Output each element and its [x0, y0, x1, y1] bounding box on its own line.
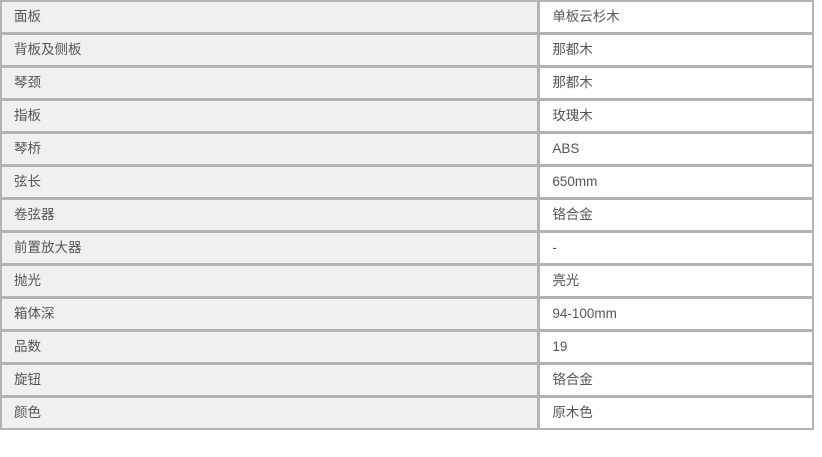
spec-value-text: -	[552, 240, 557, 255]
spec-label-text: 旋钮	[14, 372, 41, 387]
specification-table: 面板 单板云杉木 背板及侧板 那都木 琴颈 那都木 指板 玫瑰木 琴桥 ABS 弦长 650mm 卷弦器…	[0, 0, 814, 430]
spec-label-text: 琴桥	[14, 141, 41, 156]
table-row: 弦长 650mm	[0, 166, 814, 199]
spec-value-cell: ABS	[539, 133, 814, 166]
spec-value-cell: 94-100mm	[539, 298, 814, 331]
spec-value-cell: 亮光	[539, 265, 814, 298]
spec-label-cell: 琴桥	[0, 133, 540, 166]
spec-value-cell: 玫瑰木	[539, 100, 814, 133]
spec-label-text: 品数	[14, 339, 41, 354]
spec-value-text: 原木色	[552, 405, 593, 420]
spec-label-cell: 面板	[0, 0, 540, 34]
spec-value-cell: 铬合金	[539, 199, 814, 232]
spec-label-cell: 背板及侧板	[0, 34, 540, 67]
spec-value-cell: 原木色	[539, 397, 814, 430]
spec-value-text: ABS	[552, 141, 580, 156]
spec-value-text: 那都木	[552, 42, 593, 57]
spec-value-text: 铬合金	[552, 207, 593, 222]
table-row: 旋钮 铬合金	[0, 364, 814, 397]
spec-value-cell: 19	[539, 331, 814, 364]
spec-value-cell: 650mm	[539, 166, 814, 199]
spec-label-text: 箱体深	[14, 306, 55, 321]
spec-label-text: 抛光	[14, 273, 41, 288]
spec-label-cell: 前置放大器	[0, 232, 540, 265]
spec-value-text: 那都木	[552, 75, 593, 90]
table-row: 前置放大器 -	[0, 232, 814, 265]
spec-label-text: 面板	[14, 9, 41, 24]
spec-value-text: 19	[552, 339, 568, 354]
spec-value-cell: -	[539, 232, 814, 265]
spec-label-text: 弦长	[14, 174, 41, 189]
spec-value-text: 650mm	[552, 174, 598, 189]
spec-label-cell: 琴颈	[0, 67, 540, 100]
spec-value-cell: 铬合金	[539, 364, 814, 397]
spec-label-text: 琴颈	[14, 75, 41, 90]
table-row: 抛光 亮光	[0, 265, 814, 298]
table-row: 琴颈 那都木	[0, 67, 814, 100]
spec-label-cell: 颜色	[0, 397, 540, 430]
spec-label-text: 指板	[14, 108, 41, 123]
table-row: 背板及侧板 那都木	[0, 34, 814, 67]
spec-value-cell: 单板云杉木	[539, 0, 814, 34]
table-row: 指板 玫瑰木	[0, 100, 814, 133]
specification-table-body: 面板 单板云杉木 背板及侧板 那都木 琴颈 那都木 指板 玫瑰木 琴桥 ABS 弦长 650mm 卷弦器…	[0, 0, 814, 430]
table-row: 品数 19	[0, 331, 814, 364]
spec-label-cell: 品数	[0, 331, 540, 364]
spec-value-text: 单板云杉木	[552, 9, 620, 24]
table-row: 箱体深 94-100mm	[0, 298, 814, 331]
table-row: 卷弦器 铬合金	[0, 199, 814, 232]
spec-value-cell: 那都木	[539, 67, 814, 100]
spec-label-cell: 抛光	[0, 265, 540, 298]
spec-label-cell: 旋钮	[0, 364, 540, 397]
spec-value-text: 亮光	[552, 273, 580, 288]
spec-label-cell: 指板	[0, 100, 540, 133]
table-row: 面板 单板云杉木	[0, 0, 814, 34]
spec-label-text: 背板及侧板	[14, 42, 82, 57]
spec-label-text: 前置放大器	[14, 240, 82, 255]
spec-label-cell: 箱体深	[0, 298, 540, 331]
spec-label-text: 卷弦器	[14, 207, 55, 222]
table-row: 琴桥 ABS	[0, 133, 814, 166]
spec-label-cell: 卷弦器	[0, 199, 540, 232]
spec-value-text: 铬合金	[552, 372, 593, 387]
spec-value-cell: 那都木	[539, 34, 814, 67]
spec-label-text: 颜色	[14, 405, 41, 420]
spec-value-text: 玫瑰木	[552, 108, 593, 123]
spec-value-text: 94-100mm	[552, 306, 617, 321]
spec-label-cell: 弦长	[0, 166, 540, 199]
table-row: 颜色 原木色	[0, 397, 814, 430]
